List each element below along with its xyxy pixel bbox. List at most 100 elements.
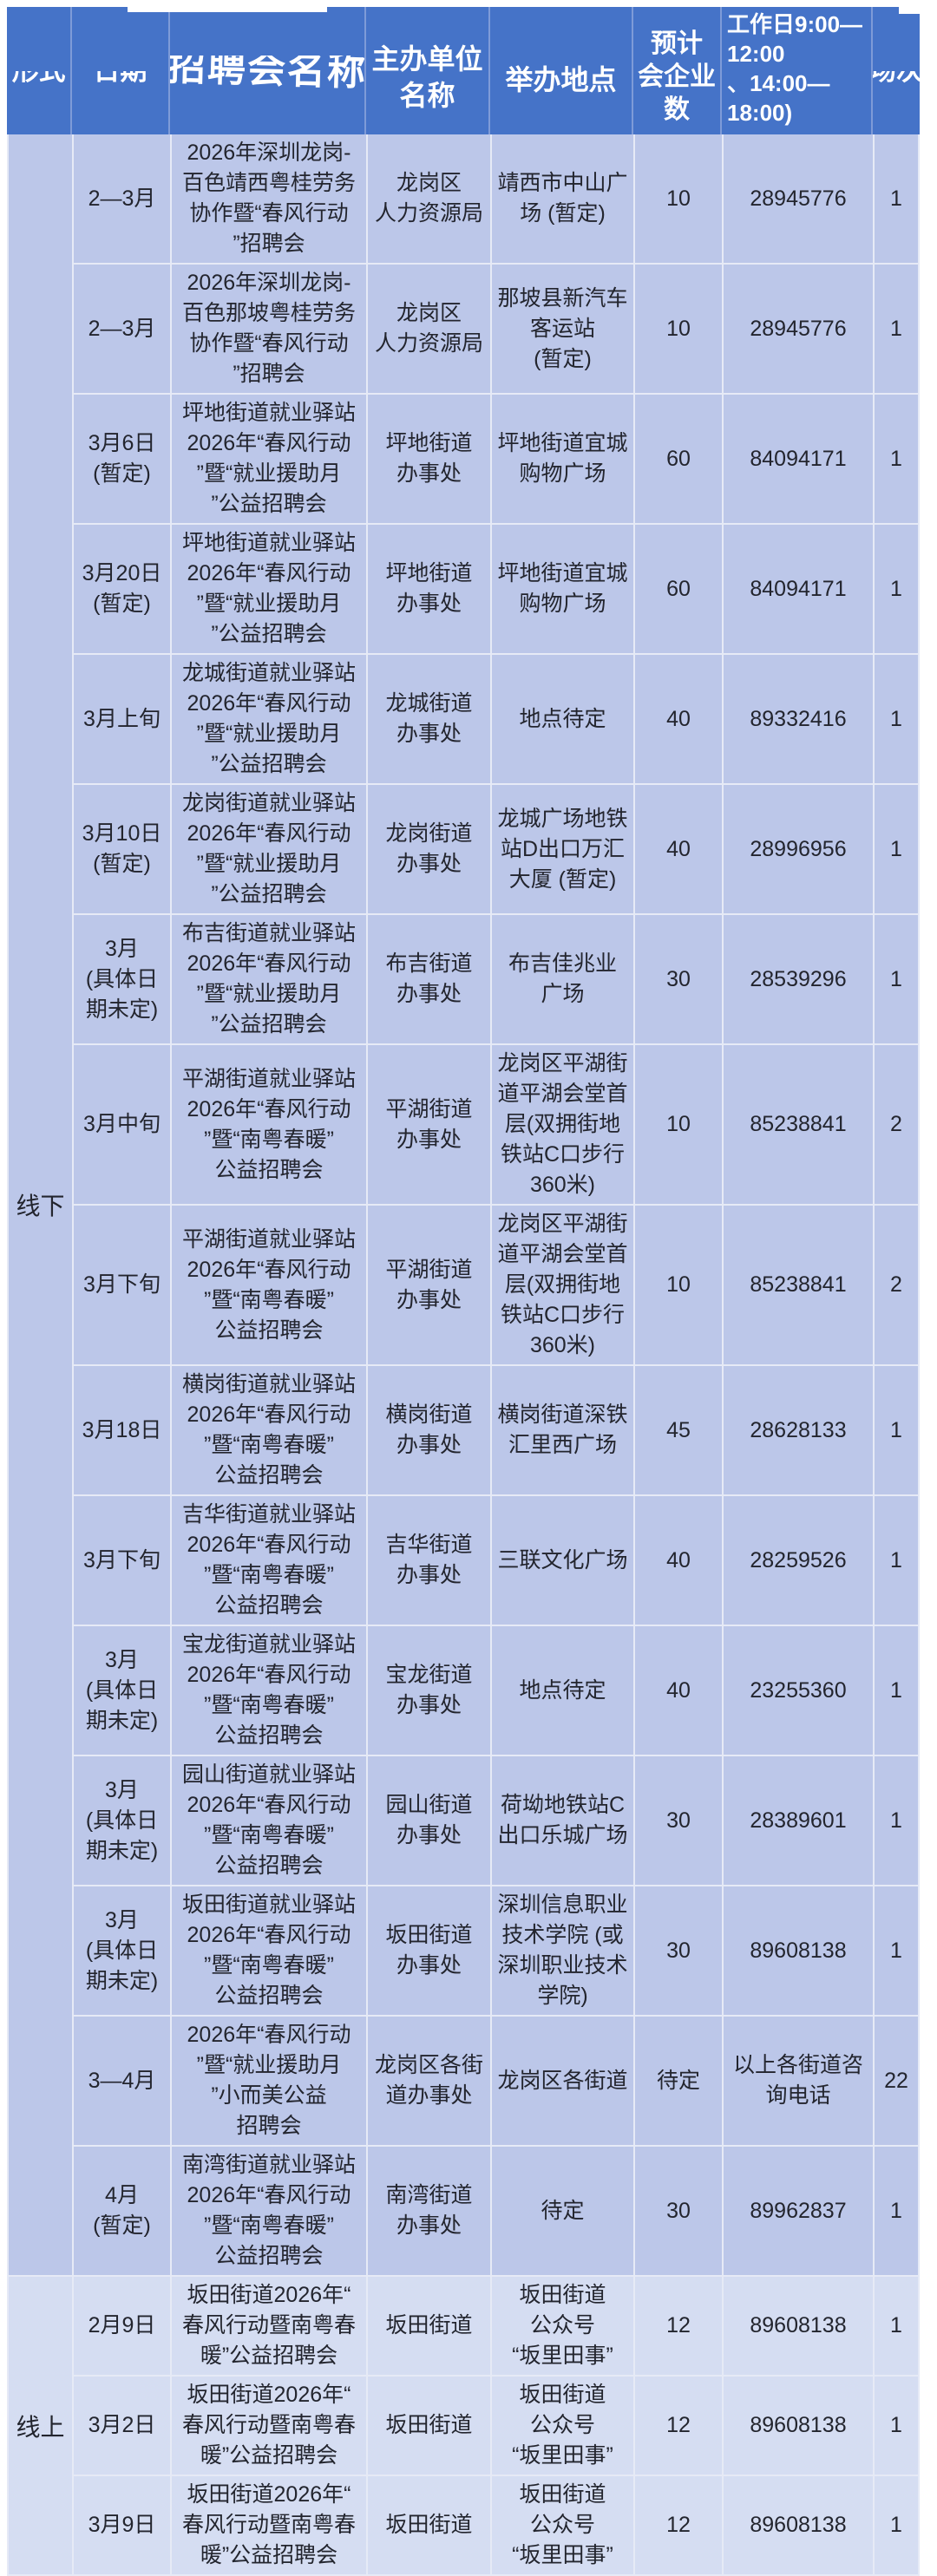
table-body: 线下 2—3月 2026年深圳龙岗- 百色靖西粤桂劳务 协作暨“春风行动 ”招聘会龙… bbox=[7, 134, 920, 2576]
section-rows: 2月9日 坂田街道2026年“ 春风行动暨南粤春 暖”公益招聘会 坂田街道 坂田街道 … bbox=[74, 2277, 920, 2576]
cell-phone: 84094171 bbox=[724, 525, 875, 655]
cell-sessions: 1 bbox=[875, 2147, 920, 2277]
cell-org: 南湾街道 办事处 bbox=[368, 2147, 492, 2277]
cell-sessions: 22 bbox=[875, 2017, 920, 2147]
cell-org: 龙岗区 人力资源局 bbox=[368, 134, 492, 265]
cell-date: 3月 (具体日 期未定) bbox=[74, 915, 172, 1045]
cell-venue: 横岗街道深铁 汇里西广场 bbox=[492, 1366, 635, 1496]
header-venue: 举办地点 bbox=[490, 7, 633, 134]
table-row: 4月 (暂定) 南湾街道就业驿站 2026年“春风行动 ”暨“南粤春暖” 公益招聘… bbox=[74, 2147, 920, 2277]
cell-name: 宝龙街道就业驿站 2026年“春风行动 ”暨“南粤春暖” 公益招聘会 bbox=[172, 1626, 368, 1756]
cell-companies: 45 bbox=[635, 1366, 724, 1496]
table-row: 3月 (具体日 期未定) 布吉街道就业驿站 2026年“春风行动 ”暨“就业援助月… bbox=[74, 915, 920, 1045]
header-phone-hours: 工作日9:00—12:00 、14:00—18:00) bbox=[722, 7, 873, 134]
cell-phone: 28996956 bbox=[724, 785, 875, 915]
job-fair-schedule-table: 形式 日期 招聘会名称 主办单位 名称 举办地点 预计 会企业 数 工作日9:0… bbox=[7, 7, 920, 2576]
cell-org: 横岗街道 办事处 bbox=[368, 1366, 492, 1496]
cell-date: 3月18日 bbox=[74, 1366, 172, 1496]
cell-companies: 12 bbox=[635, 2377, 724, 2476]
cell-companies: 40 bbox=[635, 1496, 724, 1626]
cell-companies: 60 bbox=[635, 395, 724, 525]
page: { "colors":{ "header_bg":"#4573C8", "off… bbox=[7, 7, 920, 2576]
cell-org: 宝龙街道 办事处 bbox=[368, 1626, 492, 1756]
cell-phone: 28389601 bbox=[724, 1756, 875, 1886]
cell-sessions: 1 bbox=[875, 1886, 920, 2017]
cell-org: 坂田街道 bbox=[368, 2377, 492, 2476]
cell-org: 布吉街道 办事处 bbox=[368, 915, 492, 1045]
cell-name: 坪地街道就业驿站 2026年“春风行动 ”暨“就业援助月 ”公益招聘会 bbox=[172, 395, 368, 525]
cell-org: 吉华街道 办事处 bbox=[368, 1496, 492, 1626]
cell-venue: 龙岗区平湖街 道平湖会堂首 层(双拥街地 铁站C口步行 360米) bbox=[492, 1045, 635, 1206]
cell-org: 坪地街道 办事处 bbox=[368, 525, 492, 655]
cell-companies: 30 bbox=[635, 1886, 724, 2017]
table-row: 3月2日 坂田街道2026年“ 春风行动暨南粤春 暖”公益招聘会 坂田街道 坂田街道 … bbox=[74, 2377, 920, 2476]
cell-sessions: 1 bbox=[875, 1626, 920, 1756]
cell-org: 坂田街道 办事处 bbox=[368, 1886, 492, 2017]
cell-name: 吉华街道就业驿站 2026年“春风行动 ”暨“南粤春暖” 公益招聘会 bbox=[172, 1496, 368, 1626]
cell-sessions: 1 bbox=[875, 2476, 920, 2576]
section-rows: 2—3月 2026年深圳龙岗- 百色靖西粤桂劳务 协作暨“春风行动 ”招聘会 龙岗区… bbox=[74, 134, 920, 2277]
cell-name: 龙岗街道就业驿站 2026年“春风行动 ”暨“就业援助月 ”公益招聘会 bbox=[172, 785, 368, 915]
cell-date: 3月中旬 bbox=[74, 1045, 172, 1206]
cell-date: 3月6日 (暂定) bbox=[74, 395, 172, 525]
cell-phone: 89608138 bbox=[724, 2476, 875, 2576]
cell-sessions: 1 bbox=[875, 785, 920, 915]
cell-companies: 30 bbox=[635, 915, 724, 1045]
section-offline: 线下 2—3月 2026年深圳龙岗- 百色靖西粤桂劳务 协作暨“春风行动 ”招聘会龙… bbox=[9, 134, 920, 2277]
cell-phone: 28945776 bbox=[724, 265, 875, 395]
cell-companies: 40 bbox=[635, 1626, 724, 1756]
header-format: 形式 bbox=[7, 7, 72, 134]
cell-venue: 深圳信息职业 技术学院 (或 深圳职业技术 学院) bbox=[492, 1886, 635, 2017]
section-label: 线下 bbox=[9, 134, 74, 2277]
header-date: 日期 bbox=[72, 7, 170, 134]
cell-sessions: 2 bbox=[875, 1045, 920, 1206]
cell-venue: 龙岗区各街道 bbox=[492, 2017, 635, 2147]
cell-date: 4月 (暂定) bbox=[74, 2147, 172, 2277]
cell-org: 龙城街道 办事处 bbox=[368, 655, 492, 785]
cell-sessions: 2 bbox=[875, 1206, 920, 1366]
cell-name: 坂田街道2026年“ 春风行动暨南粤春 暖”公益招聘会 bbox=[172, 2277, 368, 2377]
cell-phone: 89608138 bbox=[724, 2277, 875, 2377]
cell-phone: 89332416 bbox=[724, 655, 875, 785]
cell-name: 坂田街道2026年“ 春风行动暨南粤春 暖”公益招聘会 bbox=[172, 2476, 368, 2576]
table-row: 3月中旬 平湖街道就业驿站 2026年“春风行动 ”暨“南粤春暖” 公益招聘会 平湖… bbox=[74, 1045, 920, 1206]
cell-org: 龙岗区各街 道办事处 bbox=[368, 2017, 492, 2147]
table-row: 2—3月 2026年深圳龙岗- 百色靖西粤桂劳务 协作暨“春风行动 ”招聘会 龙岗区… bbox=[74, 134, 920, 265]
header-fair-name-label: 招聘会名称 bbox=[170, 56, 364, 90]
cell-name: 布吉街道就业驿站 2026年“春风行动 ”暨“就业援助月 ”公益招聘会 bbox=[172, 915, 368, 1045]
cell-date: 3月 (具体日 期未定) bbox=[74, 1626, 172, 1756]
cell-companies: 30 bbox=[635, 1756, 724, 1886]
cell-date: 3月2日 bbox=[74, 2377, 172, 2476]
cell-phone: 23255360 bbox=[724, 1626, 875, 1756]
cell-companies: 40 bbox=[635, 655, 724, 785]
cell-phone: 85238841 bbox=[724, 1206, 875, 1366]
cell-venue: 布吉佳兆业 广场 bbox=[492, 915, 635, 1045]
cell-date: 3月20日 (暂定) bbox=[74, 525, 172, 655]
cell-phone: 84094171 bbox=[724, 395, 875, 525]
cell-venue: 靖西市中山广 场 (暂定) bbox=[492, 134, 635, 265]
cell-venue: 龙岗区平湖街 道平湖会堂首 层(双拥街地 铁站C口步行 360米) bbox=[492, 1206, 635, 1366]
cell-date: 2月9日 bbox=[74, 2277, 172, 2377]
table-row: 3—4月 2026年“春风行动 ”暨“就业援助月 ”小而美公益 招聘会 龙岗区各街 … bbox=[74, 2017, 920, 2147]
cell-companies: 待定 bbox=[635, 2017, 724, 2147]
cell-org: 平湖街道 办事处 bbox=[368, 1045, 492, 1206]
table-row: 3月18日 横岗街道就业驿站 2026年“春风行动 ”暨“南粤春暖” 公益招聘会横… bbox=[74, 1366, 920, 1496]
cell-sessions: 1 bbox=[875, 2277, 920, 2377]
cell-companies: 10 bbox=[635, 134, 724, 265]
page-crop-notch bbox=[128, 7, 327, 12]
cell-sessions: 1 bbox=[875, 395, 920, 525]
cell-sessions: 1 bbox=[875, 1756, 920, 1886]
cell-org: 龙岗街道 办事处 bbox=[368, 785, 492, 915]
section-online: 线上 2月9日 坂田街道2026年“ 春风行动暨南粤春 暖”公益招聘会 坂田街道 坂田街… bbox=[9, 2277, 920, 2576]
cell-companies: 30 bbox=[635, 2147, 724, 2277]
header-sessions-label: 场次 bbox=[873, 71, 920, 84]
cell-name: 2026年深圳龙岗- 百色靖西粤桂劳务 协作暨“春风行动 ”招聘会 bbox=[172, 134, 368, 265]
cell-venue: 荷坳地铁站C 出口乐城广场 bbox=[492, 1756, 635, 1886]
cell-name: 南湾街道就业驿站 2026年“春风行动 ”暨“南粤春暖” 公益招聘会 bbox=[172, 2147, 368, 2277]
cell-venue: 地点待定 bbox=[492, 1626, 635, 1756]
cell-date: 3月10日 (暂定) bbox=[74, 785, 172, 915]
cell-companies: 10 bbox=[635, 265, 724, 395]
header-sessions: 场次 bbox=[873, 7, 920, 134]
cell-sessions: 1 bbox=[875, 265, 920, 395]
cell-sessions: 1 bbox=[875, 134, 920, 265]
